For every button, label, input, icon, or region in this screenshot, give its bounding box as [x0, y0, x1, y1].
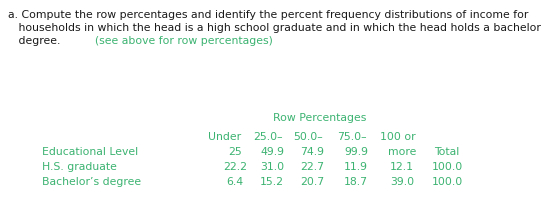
Text: 25.0–: 25.0–: [253, 132, 283, 142]
Text: 49.9: 49.9: [260, 147, 284, 157]
Text: Row Percentages: Row Percentages: [273, 113, 367, 123]
Text: 25: 25: [228, 147, 242, 157]
Text: (see above for row percentages): (see above for row percentages): [88, 36, 273, 46]
Text: 22.7: 22.7: [300, 162, 324, 172]
Text: 22.2: 22.2: [223, 162, 247, 172]
Text: Total: Total: [434, 147, 460, 157]
Text: 100.0: 100.0: [431, 162, 463, 172]
Text: 74.9: 74.9: [300, 147, 324, 157]
Text: degree.: degree.: [8, 36, 61, 46]
Text: households in which the head is a high school graduate and in which the head hol: households in which the head is a high s…: [8, 23, 541, 33]
Text: 39.0: 39.0: [390, 177, 414, 187]
Text: Educational Level: Educational Level: [42, 147, 138, 157]
Text: 18.7: 18.7: [344, 177, 368, 187]
Text: 100 or: 100 or: [380, 132, 416, 142]
Text: 15.2: 15.2: [260, 177, 284, 187]
Text: 11.9: 11.9: [344, 162, 368, 172]
Text: more: more: [388, 147, 416, 157]
Text: Bachelor’s degree: Bachelor’s degree: [42, 177, 141, 187]
Text: 20.7: 20.7: [300, 177, 324, 187]
Text: H.S. graduate: H.S. graduate: [42, 162, 117, 172]
Text: 99.9: 99.9: [344, 147, 368, 157]
Text: 6.4: 6.4: [227, 177, 243, 187]
Text: 50.0–: 50.0–: [293, 132, 323, 142]
Text: 31.0: 31.0: [260, 162, 284, 172]
Text: 12.1: 12.1: [390, 162, 414, 172]
Text: 100.0: 100.0: [431, 177, 463, 187]
Text: 75.0–: 75.0–: [337, 132, 367, 142]
Text: Under: Under: [208, 132, 242, 142]
Text: a. Compute the row percentages and identify the percent frequency distributions : a. Compute the row percentages and ident…: [8, 10, 529, 20]
